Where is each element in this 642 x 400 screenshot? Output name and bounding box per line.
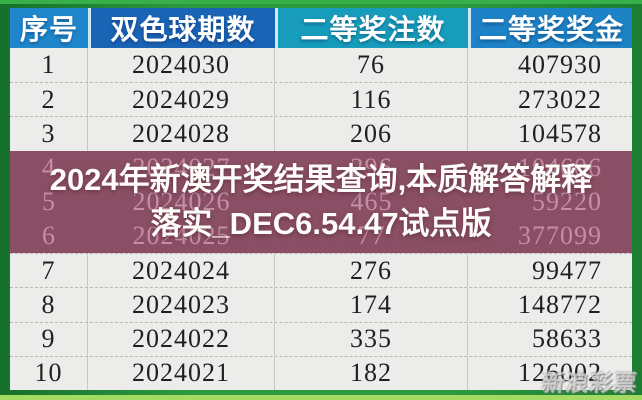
prize-cell: 99477	[532, 255, 602, 285]
period-cell: 2024027	[132, 152, 231, 182]
period-cell: 2024023	[88, 288, 275, 322]
count-cell: 77	[357, 221, 386, 251]
prize-cell: 104578	[518, 118, 602, 148]
period-cell: 2024021	[88, 356, 275, 390]
table-frame: 序号 双色球期数 二等奖注数 二等奖奖金 1 2024030 76 407930…	[10, 8, 632, 390]
column-header-prize: 二等奖奖金	[468, 8, 632, 48]
promo-overlay[interactable]: 4 2024027 296 104606 5 2024026 465 59220…	[10, 150, 632, 254]
prize-cell: 407930	[518, 50, 602, 80]
seq-cell: 4	[42, 152, 56, 182]
column-header-count: 二等奖注数	[275, 8, 468, 48]
seq-cell: 10	[10, 356, 88, 390]
table-row: 9 2024022 335 58633	[10, 321, 632, 356]
table-row: 4 2024027 296 104606	[10, 151, 632, 185]
period-cell: 2024028	[88, 117, 275, 151]
promo-banner-line1: 2024年新澳开奖结果查询,本质解答解释	[49, 162, 593, 198]
ghost-rows: 4 2024027 296 104606 5 2024026 465 59220…	[10, 151, 632, 254]
watermark: 新浪彩票	[540, 370, 640, 396]
seq-cell: 1	[10, 48, 88, 83]
prize-cell: 273022	[518, 84, 602, 114]
table-row: 7 2024024 276 99477	[10, 253, 632, 288]
table-row: 8 2024023 174 148772	[10, 287, 632, 322]
prize-cell: 104606	[518, 152, 602, 182]
seq-cell: 7	[10, 254, 88, 288]
seq-cell: 5	[42, 186, 56, 216]
table-body: 1 2024030 76 407930 2 2024029 116 273022…	[10, 48, 632, 390]
count-cell: 174	[275, 288, 468, 322]
promo-banner[interactable]: 2024年新澳开奖结果查询,本质解答解释 落实_DEC6.54.47试点版	[10, 151, 632, 254]
table-row: 5 2024026 465 59220	[10, 185, 632, 219]
period-cell: 2024026	[132, 186, 231, 216]
table-row: 10 2024021 182 126002	[10, 355, 632, 390]
count-cell: 76	[275, 48, 468, 83]
count-cell: 276	[275, 254, 468, 288]
table-row: 2 2024029 116 273022	[10, 82, 632, 117]
prize-cell: 148772	[518, 289, 602, 319]
count-cell: 335	[275, 322, 468, 356]
count-cell: 465	[350, 186, 393, 216]
count-cell: 296	[350, 152, 393, 182]
period-cell: 2024030	[88, 48, 275, 83]
count-cell: 116	[275, 83, 468, 117]
count-cell: 182	[275, 356, 468, 390]
prize-cell: 59220	[532, 186, 602, 216]
table-row: 3 2024028 206 104578	[10, 116, 632, 151]
prize-cell: 58633	[532, 324, 602, 354]
seq-cell: 2	[10, 83, 88, 117]
period-cell: 2024024	[88, 254, 275, 288]
seq-cell: 9	[10, 322, 88, 356]
column-header-seq: 序号	[10, 8, 88, 48]
table-header: 序号 双色球期数 二等奖注数 二等奖奖金	[10, 8, 632, 48]
count-cell: 206	[275, 117, 468, 151]
table-row: 6 2024025 77 377099	[10, 219, 632, 253]
period-cell: 2024022	[88, 322, 275, 356]
promo-banner-line2: 落实_DEC6.54.47试点版	[150, 205, 492, 241]
seq-cell: 6	[42, 221, 56, 251]
seq-cell: 3	[10, 117, 88, 151]
prize-cell: 126002	[518, 358, 602, 388]
prize-cell: 377099	[518, 221, 602, 251]
period-cell: 2024025	[132, 221, 231, 251]
seq-cell: 8	[10, 288, 88, 322]
period-cell: 2024029	[88, 83, 275, 117]
table-row: 1 2024030 76 407930	[10, 48, 632, 83]
column-header-period: 双色球期数	[88, 8, 275, 48]
